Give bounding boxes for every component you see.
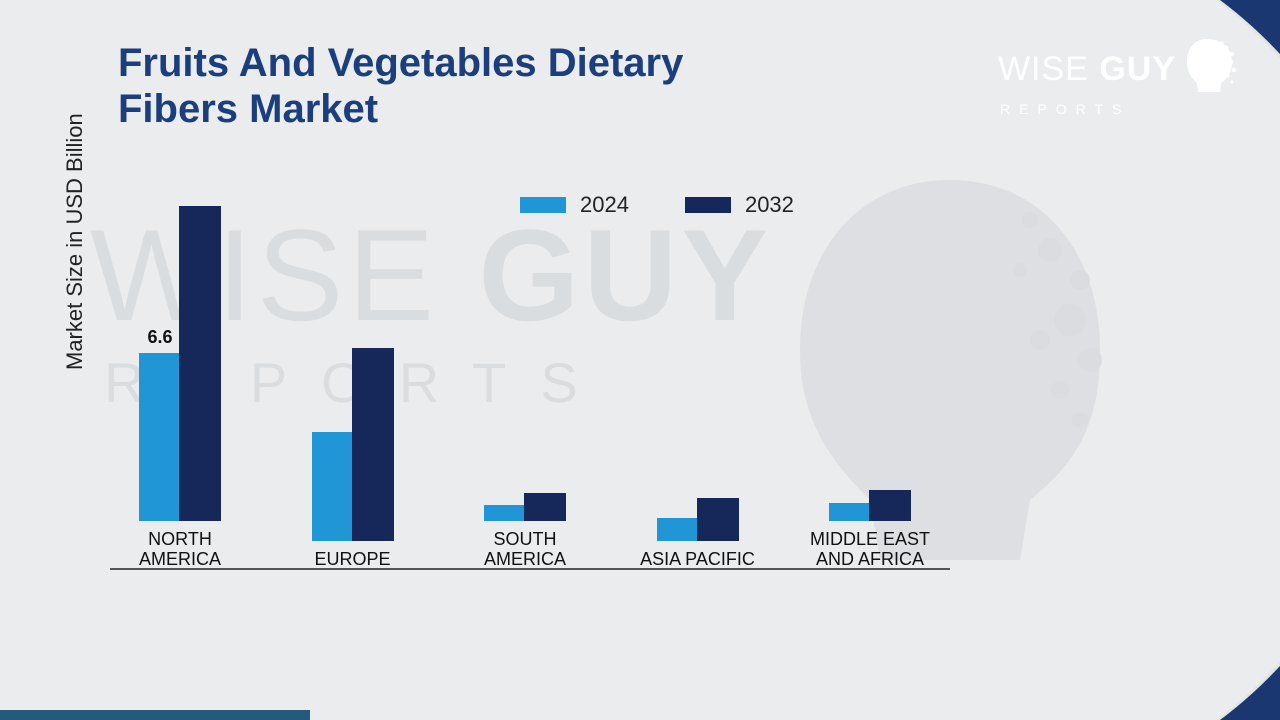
bar-pair <box>484 191 566 521</box>
bar <box>352 348 394 541</box>
brand-head-icon <box>1182 36 1240 103</box>
bar-chart: Market Size in USD Billion 6.6NORTH AMER… <box>100 170 940 570</box>
category-label: NORTH AMERICA <box>110 529 250 570</box>
bar-groups: 6.6 NORTH AMERICA EUROPE SOUTH AMERICA ASIA … <box>110 240 940 570</box>
y-axis-label: Market Size in USD Billion <box>62 113 88 370</box>
chart-card: WISE GUY REPORTS Fruits And Vegetables D… <box>0 0 1280 720</box>
bar <box>869 490 911 520</box>
bar <box>179 206 221 521</box>
bar <box>657 518 699 541</box>
bar <box>524 493 566 521</box>
bar-pair <box>657 211 739 541</box>
bar <box>484 505 526 520</box>
bar-pair <box>312 211 394 541</box>
brand-subline: REPORTS <box>1000 101 1240 117</box>
bar-group: MIDDLE EAST AND AFRICA <box>800 191 940 570</box>
bottom-accent-bar <box>0 710 310 720</box>
bar-pair: 6.6 <box>139 191 221 521</box>
bar-group: SOUTH AMERICA <box>455 191 595 570</box>
brand-name-part2: GUY <box>1099 50 1176 89</box>
category-label: SOUTH AMERICA <box>455 529 595 570</box>
brand-name-part1: WISE <box>998 50 1089 89</box>
category-label: EUROPE <box>314 549 390 570</box>
bar-pair <box>829 191 911 521</box>
x-axis-baseline <box>110 568 950 570</box>
bar-group: EUROPE <box>283 211 423 570</box>
bar-group: ASIA PACIFIC <box>628 211 768 570</box>
bar-value-label: 6.6 <box>147 327 172 348</box>
bar <box>312 432 354 541</box>
category-label: ASIA PACIFIC <box>640 549 755 570</box>
brand-logo: WISE GUY REPORTS <box>998 36 1240 117</box>
bar <box>697 498 739 541</box>
bar-group: 6.6 NORTH AMERICA <box>110 191 250 570</box>
bar: 6.6 <box>139 353 181 521</box>
category-label: MIDDLE EAST AND AFRICA <box>800 529 940 570</box>
chart-title: Fruits And Vegetables Dietary Fibers Mar… <box>118 40 738 132</box>
bar <box>829 503 871 521</box>
